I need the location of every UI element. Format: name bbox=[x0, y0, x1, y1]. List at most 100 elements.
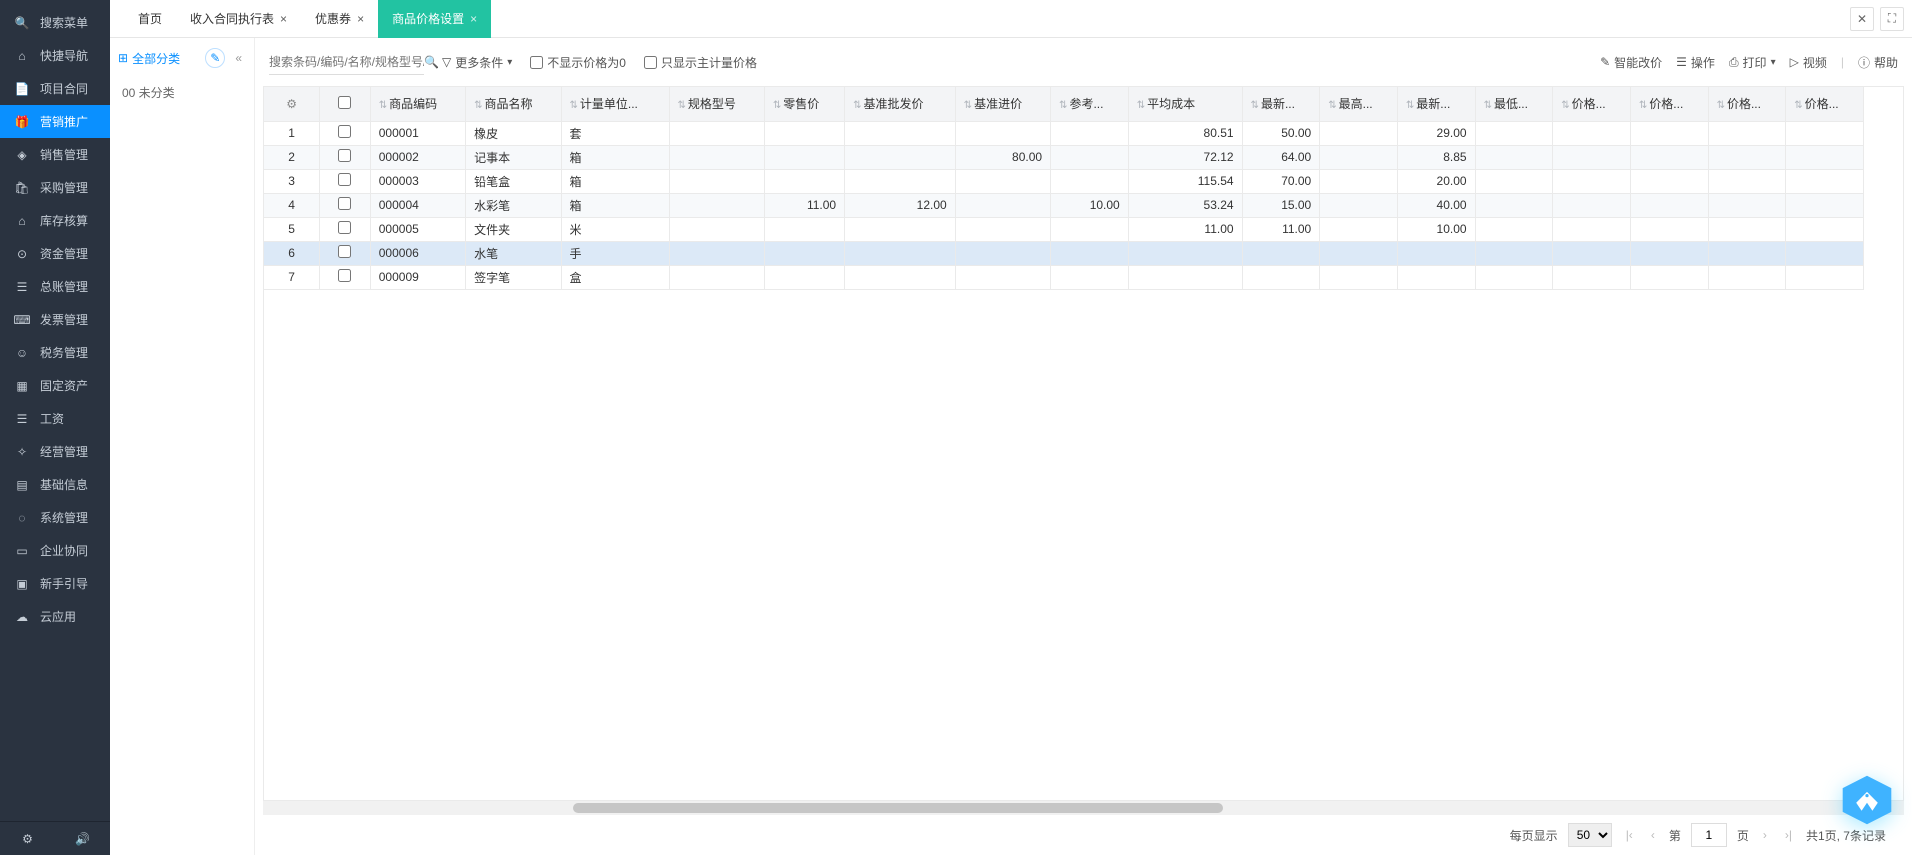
table-row[interactable]: 1000001橡皮套80.5150.0029.00 bbox=[264, 121, 1864, 145]
hide-zero-input[interactable] bbox=[530, 56, 543, 69]
sidebar-item-18[interactable]: ☁云应用 bbox=[0, 600, 110, 633]
smart-price-button[interactable]: ✎ 智能改价 bbox=[1600, 54, 1662, 71]
video-button[interactable]: ▷ 视频 bbox=[1790, 54, 1827, 71]
header-col-12[interactable]: ⇅最低... bbox=[1475, 87, 1553, 121]
hide-zero-checkbox[interactable]: 不显示价格为0 bbox=[530, 54, 626, 71]
settings-button[interactable]: ⚙ bbox=[0, 822, 55, 855]
first-page-button[interactable]: |‹ bbox=[1622, 828, 1637, 842]
header-col-6[interactable]: ⇅基准进价 bbox=[955, 87, 1050, 121]
table-row[interactable]: 6000006水笔手 bbox=[264, 241, 1864, 265]
chevron-left-icon: « bbox=[235, 51, 242, 65]
sidebar-item-8[interactable]: ☰总账管理 bbox=[0, 270, 110, 303]
header-col-14[interactable]: ⇅价格... bbox=[1630, 87, 1708, 121]
header-col-16[interactable]: ⇅价格... bbox=[1786, 87, 1864, 121]
cell bbox=[1630, 169, 1708, 193]
row-checkbox[interactable] bbox=[338, 221, 351, 234]
tab-label: 收入合同执行表 bbox=[190, 10, 274, 27]
header-col-8[interactable]: ⇅平均成本 bbox=[1128, 87, 1242, 121]
header-col-2[interactable]: ⇅计量单位... bbox=[561, 87, 669, 121]
header-col-0[interactable]: ⇅商品编码 bbox=[370, 87, 465, 121]
sidebar-item-6[interactable]: ⌂库存核算 bbox=[0, 204, 110, 237]
per-page-label: 每页显示 bbox=[1510, 827, 1558, 844]
gift-icon: 🎁 bbox=[14, 114, 30, 130]
sidebar-item-13[interactable]: ✧经营管理 bbox=[0, 435, 110, 468]
header-col-11[interactable]: ⇅最新... bbox=[1397, 87, 1475, 121]
sidebar-item-14[interactable]: ▤基础信息 bbox=[0, 468, 110, 501]
header-col-3[interactable]: ⇅规格型号 bbox=[669, 87, 764, 121]
print-button[interactable]: ⎙ 打印 ▾ bbox=[1729, 54, 1776, 71]
table-row[interactable]: 3000003铅笔盒箱115.5470.0020.00 bbox=[264, 169, 1864, 193]
horizontal-scrollbar[interactable] bbox=[263, 801, 1904, 815]
tab-0[interactable]: 首页 bbox=[124, 0, 176, 38]
operate-button[interactable]: ☰ 操作 bbox=[1676, 54, 1715, 71]
header-gear[interactable]: ⚙ bbox=[264, 87, 320, 121]
row-checkbox[interactable] bbox=[338, 269, 351, 282]
row-checkbox[interactable] bbox=[338, 173, 351, 186]
header-col-13[interactable]: ⇅价格... bbox=[1553, 87, 1631, 121]
sound-button[interactable]: 🔊 bbox=[55, 822, 110, 855]
edit-categories-button[interactable]: ✎ bbox=[205, 48, 225, 68]
table-row[interactable]: 7000009签字笔盒 bbox=[264, 265, 1864, 289]
tab-1[interactable]: 收入合同执行表 × bbox=[176, 0, 301, 38]
close-all-tabs-button[interactable]: ✕ bbox=[1850, 7, 1874, 31]
fullscreen-button[interactable]: ⛶ bbox=[1880, 7, 1904, 31]
row-checkbox-cell bbox=[320, 169, 371, 193]
cell bbox=[1475, 145, 1553, 169]
header-col-1[interactable]: ⇅商品名称 bbox=[466, 87, 561, 121]
sidebar-item-7[interactable]: ⊙资金管理 bbox=[0, 237, 110, 270]
row-checkbox[interactable] bbox=[338, 245, 351, 258]
sidebar-item-2[interactable]: 📄项目合同 bbox=[0, 72, 110, 105]
header-col-10[interactable]: ⇅最高... bbox=[1320, 87, 1398, 121]
more-conditions-button[interactable]: ▽ 更多条件 ▾ bbox=[442, 54, 512, 71]
sidebar-item-16[interactable]: ▭企业协同 bbox=[0, 534, 110, 567]
row-checkbox[interactable] bbox=[338, 149, 351, 162]
last-page-button[interactable]: ›| bbox=[1781, 828, 1796, 842]
sidebar-item-5[interactable]: 🛍采购管理 bbox=[0, 171, 110, 204]
tab-3[interactable]: 商品价格设置× bbox=[378, 0, 491, 38]
header-col-5[interactable]: ⇅基准批发价 bbox=[845, 87, 956, 121]
header-col-4[interactable]: ⇅零售价 bbox=[764, 87, 844, 121]
header-col-9[interactable]: ⇅最新... bbox=[1242, 87, 1320, 121]
sidebar-item-0[interactable]: 🔍搜索菜单 bbox=[0, 6, 110, 39]
row-checkbox[interactable] bbox=[338, 125, 351, 138]
table-row[interactable]: 4000004水彩笔箱11.0012.0010.0053.2415.0040.0… bbox=[264, 193, 1864, 217]
sidebar-item-3[interactable]: 🎁营销推广 bbox=[0, 105, 110, 138]
search-box: 🔍 bbox=[269, 49, 424, 75]
category-tree-item[interactable]: 00 未分类 bbox=[110, 78, 254, 107]
collapse-panel-button[interactable]: « bbox=[231, 51, 246, 65]
next-page-button[interactable]: › bbox=[1759, 828, 1771, 842]
row-checkbox[interactable] bbox=[338, 197, 351, 210]
close-icon[interactable]: × bbox=[470, 12, 477, 26]
close-icon[interactable]: × bbox=[357, 12, 364, 26]
select-all-checkbox[interactable] bbox=[338, 96, 351, 109]
page-input[interactable] bbox=[1691, 823, 1727, 847]
only-main-unit-checkbox[interactable]: 只显示主计量价格 bbox=[644, 54, 757, 71]
sidebar-item-1[interactable]: ⌂快捷导航 bbox=[0, 39, 110, 72]
tab-2[interactable]: 优惠券× bbox=[301, 0, 378, 38]
table-row[interactable]: 2000002记事本箱80.0072.1264.008.85 bbox=[264, 145, 1864, 169]
scrollbar-thumb[interactable] bbox=[573, 803, 1223, 813]
header-col-15[interactable]: ⇅价格... bbox=[1708, 87, 1786, 121]
cell bbox=[845, 169, 956, 193]
sidebar-item-9[interactable]: ⌨发票管理 bbox=[0, 303, 110, 336]
sidebar-item-12[interactable]: ☰工资 bbox=[0, 402, 110, 435]
sidebar-item-4[interactable]: ◈销售管理 bbox=[0, 138, 110, 171]
sidebar-item-11[interactable]: ▦固定资产 bbox=[0, 369, 110, 402]
only-main-unit-input[interactable] bbox=[644, 56, 657, 69]
all-categories-link[interactable]: ⊞ 全部分类 bbox=[118, 50, 180, 67]
sort-icon: ⇅ bbox=[1561, 100, 1569, 111]
search-icon[interactable]: 🔍 bbox=[424, 55, 439, 69]
header-col-7[interactable]: ⇅参考... bbox=[1051, 87, 1129, 121]
sidebar-item-10[interactable]: ☺税务管理 bbox=[0, 336, 110, 369]
close-icon[interactable]: × bbox=[280, 12, 287, 26]
table-row[interactable]: 5000005文件夹米11.0011.0010.00 bbox=[264, 217, 1864, 241]
sidebar-item-17[interactable]: ▣新手引导 bbox=[0, 567, 110, 600]
prev-page-button[interactable]: ‹ bbox=[1647, 828, 1659, 842]
assistant-floater[interactable] bbox=[1840, 773, 1894, 827]
search-input[interactable] bbox=[269, 55, 424, 69]
cell: 记事本 bbox=[466, 145, 561, 169]
sidebar-item-label: 工资 bbox=[40, 410, 64, 427]
per-page-select[interactable]: 50 bbox=[1568, 823, 1612, 847]
sidebar-item-15[interactable]: ◌系统管理 bbox=[0, 501, 110, 534]
help-button[interactable]: ⓘ 帮助 bbox=[1858, 54, 1898, 71]
